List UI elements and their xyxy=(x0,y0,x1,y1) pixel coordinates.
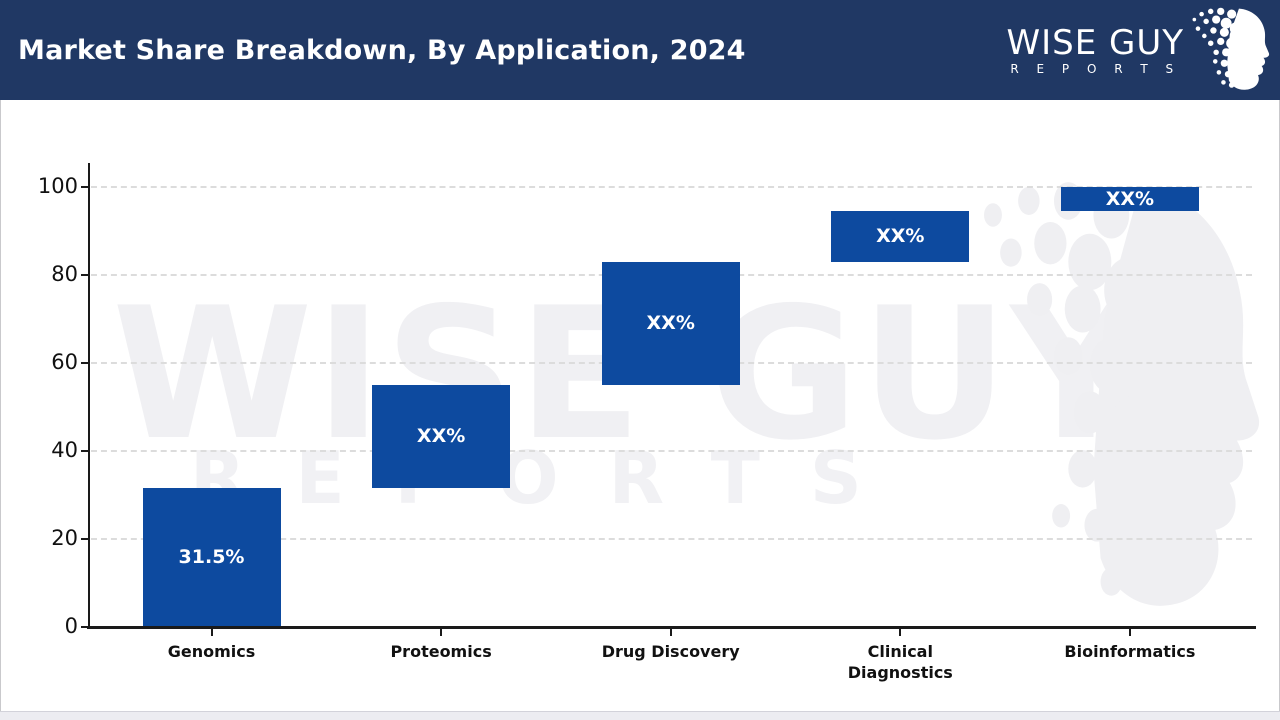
bar-clinical-diagnostics: XX% xyxy=(831,211,970,262)
x-axis-category-label: Bioinformatics xyxy=(1064,642,1196,661)
y-axis-tick-mark xyxy=(81,450,89,452)
x-axis-category-label: Proteomics xyxy=(390,642,492,661)
y-axis-tick-mark xyxy=(81,186,89,188)
header: Market Share Breakdown, By Application, … xyxy=(0,0,1280,100)
brand-logo: WISE GUY R E P O R T S xyxy=(1006,5,1270,96)
watermark-face-icon xyxy=(984,182,1260,606)
chart-area: WISE GUY REPORTS 0 20 40 60 80 100 31.5% Genomi… xyxy=(0,100,1280,712)
x-axis-category-label: Genomics xyxy=(167,642,256,661)
page-border-left xyxy=(0,100,1,720)
x-axis-category-label: Drug Discovery xyxy=(601,642,740,661)
x-axis-tick-mark xyxy=(440,629,443,636)
gridline-40 xyxy=(91,450,1252,452)
y-axis-tick-label: 80 xyxy=(51,262,78,286)
bar-value-label: XX% xyxy=(1105,188,1155,210)
bar-genomics: 31.5% xyxy=(142,488,281,627)
gridline-100 xyxy=(91,186,1252,188)
y-axis-tick-label: 100 xyxy=(37,174,78,198)
chart-title: Market Share Breakdown, By Application, … xyxy=(18,34,746,66)
y-axis-tick-mark xyxy=(81,626,89,628)
footer-band xyxy=(0,711,1280,720)
x-axis-tick-mark xyxy=(669,629,672,636)
brand-name: WISE GUY xyxy=(1006,22,1184,63)
bar-proteomics: XX% xyxy=(372,385,511,489)
bar-value-label: XX% xyxy=(416,425,466,447)
x-axis-tick-mark xyxy=(210,629,213,636)
y-axis-tick-label: 20 xyxy=(51,526,78,550)
brand-subtitle: R E P O R T S xyxy=(1010,61,1181,76)
brand-face-icon xyxy=(1192,7,1270,90)
x-axis-category-label: Clinical Diagnostics xyxy=(847,642,953,682)
x-axis-line xyxy=(87,626,1256,629)
bar-value-label: XX% xyxy=(876,225,925,248)
watermark-subtext: REPORTS xyxy=(190,436,912,520)
y-axis-tick-label: 0 xyxy=(64,614,78,638)
y-axis-tick-mark xyxy=(81,538,89,540)
bar-bioinformatics: XX% xyxy=(1060,187,1199,212)
y-axis-line xyxy=(88,163,90,629)
y-axis-tick-mark xyxy=(81,362,89,364)
y-axis-tick-label: 40 xyxy=(51,438,78,462)
y-axis-tick-mark xyxy=(81,274,89,276)
x-axis-tick-mark xyxy=(1128,629,1131,636)
bar-value-label: XX% xyxy=(646,311,695,334)
bar-value-label: 31.5% xyxy=(178,546,245,569)
y-axis-tick-label: 60 xyxy=(51,350,78,374)
x-axis-tick-mark xyxy=(899,629,902,636)
bar-drug-discovery: XX% xyxy=(601,261,740,385)
brand-logo-text: WISE GUY R E P O R T S xyxy=(1006,25,1184,76)
gridline-20 xyxy=(91,538,1252,540)
